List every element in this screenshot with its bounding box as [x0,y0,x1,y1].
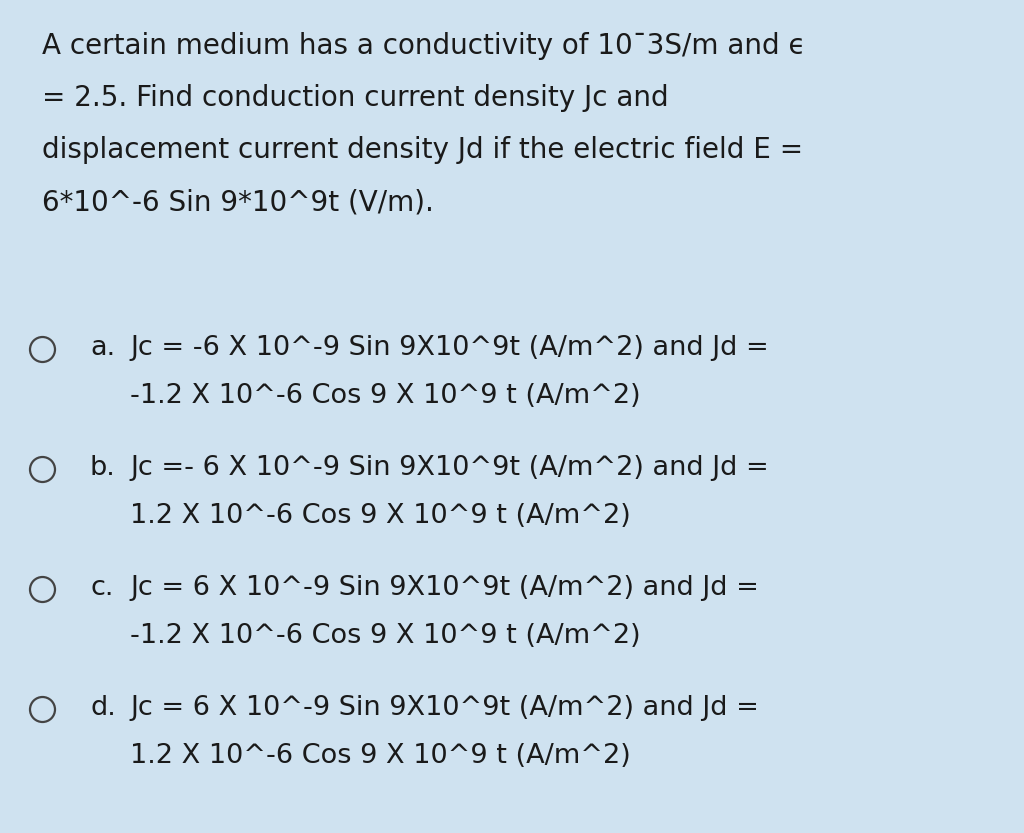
Text: Jc = 6 X 10^-9 Sin 9X10^9t (A/m^2) and Jd =: Jc = 6 X 10^-9 Sin 9X10^9t (A/m^2) and J… [130,575,759,601]
Text: Jc = -6 X 10^-9 Sin 9X10^9t (A/m^2) and Jd =: Jc = -6 X 10^-9 Sin 9X10^9t (A/m^2) and … [130,335,769,361]
Text: = 2.5. Find conduction current density Jc and: = 2.5. Find conduction current density J… [42,84,669,112]
Text: 1.2 X 10^-6 Cos 9 X 10^9 t (A/m^2): 1.2 X 10^-6 Cos 9 X 10^9 t (A/m^2) [130,503,631,529]
Text: -1.2 X 10^-6 Cos 9 X 10^9 t (A/m^2): -1.2 X 10^-6 Cos 9 X 10^9 t (A/m^2) [130,623,641,649]
Text: Jc =- 6 X 10^-9 Sin 9X10^9t (A/m^2) and Jd =: Jc =- 6 X 10^-9 Sin 9X10^9t (A/m^2) and … [130,455,769,481]
Text: 6*10^-6 Sin 9*10^9t (V/m).: 6*10^-6 Sin 9*10^9t (V/m). [42,188,434,216]
Text: Jc = 6 X 10^-9 Sin 9X10^9t (A/m^2) and Jd =: Jc = 6 X 10^-9 Sin 9X10^9t (A/m^2) and J… [130,695,759,721]
Text: 1.2 X 10^-6 Cos 9 X 10^9 t (A/m^2): 1.2 X 10^-6 Cos 9 X 10^9 t (A/m^2) [130,743,631,769]
Text: c.: c. [90,575,114,601]
Text: d.: d. [90,695,116,721]
Text: b.: b. [90,455,116,481]
Text: displacement current density Jd if the electric field E =: displacement current density Jd if the e… [42,136,803,164]
Text: -1.2 X 10^-6 Cos 9 X 10^9 t (A/m^2): -1.2 X 10^-6 Cos 9 X 10^9 t (A/m^2) [130,383,641,409]
Text: a.: a. [90,335,115,361]
Text: A certain medium has a conductivity of 10¯3S/m and ϵ: A certain medium has a conductivity of 1… [42,32,806,60]
